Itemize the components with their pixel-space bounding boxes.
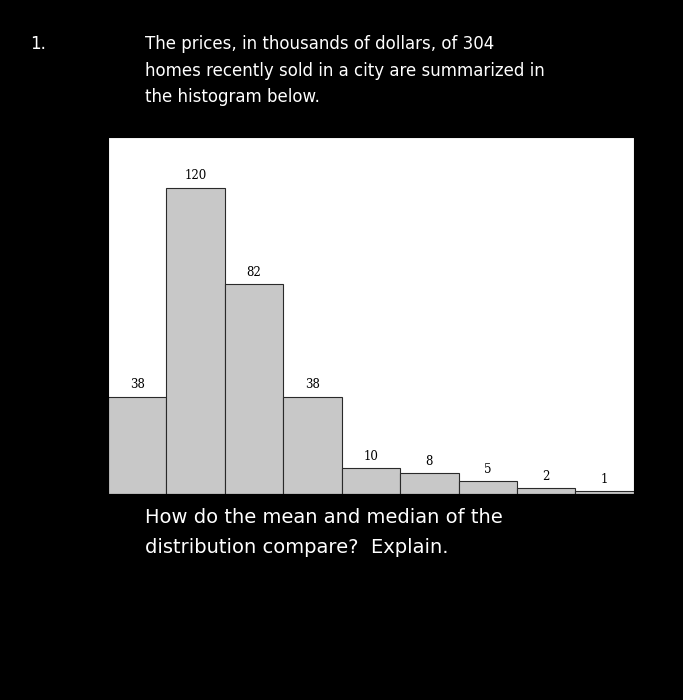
Text: homes recently sold in a city are summarized in: homes recently sold in a city are summar…: [145, 62, 544, 80]
Bar: [517, 489, 575, 493]
Y-axis label: Number of Homes Sold: Number of Homes Sold: [61, 245, 74, 385]
Text: 10: 10: [363, 450, 378, 463]
Bar: [400, 473, 458, 494]
Text: 38: 38: [130, 379, 145, 391]
Bar: [225, 284, 283, 494]
Text: distribution compare?  Explain.: distribution compare? Explain.: [145, 538, 448, 556]
Text: 1: 1: [601, 473, 609, 486]
Bar: [167, 188, 225, 494]
Text: 120: 120: [184, 169, 207, 183]
Text: 8: 8: [426, 455, 433, 468]
Text: 5: 5: [484, 463, 492, 476]
Text: 2: 2: [542, 470, 550, 483]
Bar: [458, 481, 517, 493]
Bar: [108, 397, 167, 494]
Bar: [283, 397, 342, 494]
Text: 38: 38: [305, 379, 320, 391]
Bar: [575, 491, 634, 494]
Text: How do the mean and median of the: How do the mean and median of the: [145, 508, 503, 527]
Text: the histogram below.: the histogram below.: [145, 88, 320, 106]
Text: 82: 82: [247, 266, 262, 279]
Bar: [342, 468, 400, 493]
Text: 1.: 1.: [30, 35, 46, 53]
X-axis label: Price (thousands of dollars): Price (thousands of dollars): [289, 517, 453, 530]
Text: The prices, in thousands of dollars, of 304: The prices, in thousands of dollars, of …: [145, 35, 494, 53]
